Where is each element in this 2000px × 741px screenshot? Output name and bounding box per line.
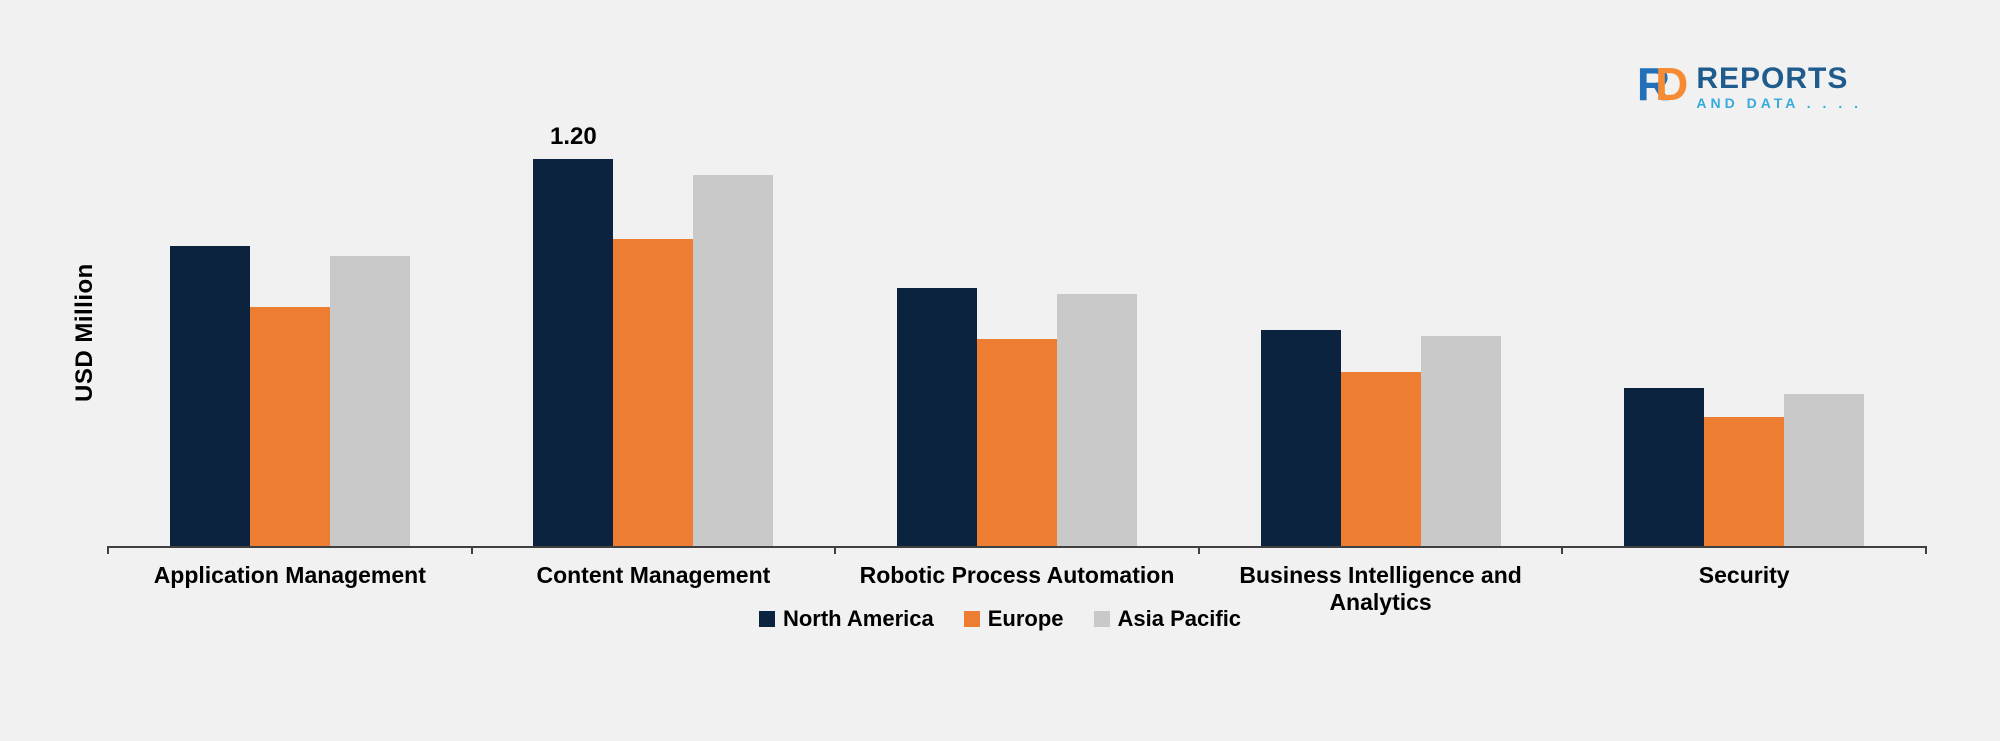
legend: North America Europe Asia Pacific xyxy=(0,606,2000,632)
axis-tick xyxy=(834,546,837,554)
bar-value-label: 1.20 xyxy=(550,122,597,150)
logo-text: REPORTS AND DATA . . . . xyxy=(1696,62,1862,112)
category-axis: Application Management Content Management… xyxy=(108,562,1926,616)
bar-group-business-intelligence-and-analytics xyxy=(1199,120,1563,546)
axis-tick xyxy=(1561,546,1564,554)
bar-europe-business-intelligence-and-analytics xyxy=(1340,371,1421,546)
plot-area: 1.20 xyxy=(107,120,1927,554)
legend-swatch-north-america xyxy=(758,611,775,627)
legend-label-asia-pacific: Asia Pacific xyxy=(1117,606,1242,631)
legend-item-europe: Europe xyxy=(963,606,1064,632)
bar-group-content-management: 1.20 xyxy=(472,120,836,546)
legend-item-north-america: North America xyxy=(758,606,934,632)
bar-group-application-management xyxy=(108,120,472,546)
bar-asia-pacific-robotic-process-automation xyxy=(1056,294,1137,546)
bar-europe-robotic-process-automation xyxy=(976,339,1057,546)
bar-north-america-robotic-process-automation xyxy=(896,287,977,546)
logo-icon-letter-r: R xyxy=(1636,58,1671,110)
bar-asia-pacific-business-intelligence-and-analytics xyxy=(1420,336,1501,546)
bar-north-america-business-intelligence-and-analytics xyxy=(1260,329,1341,546)
bar-asia-pacific-application-management xyxy=(329,255,410,546)
category-label-business-intelligence-and-analytics: Business Intelligence and Analytics xyxy=(1239,562,1522,615)
bar-europe-security xyxy=(1704,416,1785,546)
bar-asia-pacific-security xyxy=(1784,394,1865,546)
axis-tick xyxy=(1197,546,1200,554)
y-axis-title: USD Million xyxy=(71,263,98,403)
legend-item-asia-pacific: Asia Pacific xyxy=(1093,606,1242,632)
bar-north-america-content-management: 1.20 xyxy=(533,123,614,546)
bar-group-robotic-process-automation xyxy=(835,120,1199,546)
axis-tick xyxy=(470,546,473,554)
legend-swatch-europe xyxy=(963,611,980,627)
category-label-security: Security xyxy=(1698,562,1790,588)
bar-north-america-security xyxy=(1624,387,1705,546)
bar-europe-application-management xyxy=(249,307,330,546)
category-label-content-management: Content Management xyxy=(536,562,771,588)
category-label-robotic-process-automation: Robotic Process Automation xyxy=(859,562,1175,588)
bar-group-security xyxy=(1562,120,1926,546)
axis-tick xyxy=(1925,546,1927,554)
category-label-application-management: Application Management xyxy=(153,562,426,588)
logo-line2: AND DATA . . . . xyxy=(1696,95,1862,111)
logo-icon: RD xyxy=(1637,61,1688,107)
reports-and-data-logo: RD REPORTS AND DATA . . . . xyxy=(1637,61,1862,112)
legend-label-europe: Europe xyxy=(987,606,1064,631)
bar-north-america-application-management xyxy=(169,245,250,546)
legend-label-north-america: North America xyxy=(782,606,934,631)
legend-swatch-asia-pacific xyxy=(1093,611,1110,627)
logo-line1: REPORTS xyxy=(1696,62,1849,95)
axis-tick xyxy=(107,546,109,554)
bar-asia-pacific-content-management xyxy=(693,174,774,546)
logo-icon-letter-d: D xyxy=(1655,58,1689,110)
bar-europe-content-management xyxy=(613,239,694,546)
